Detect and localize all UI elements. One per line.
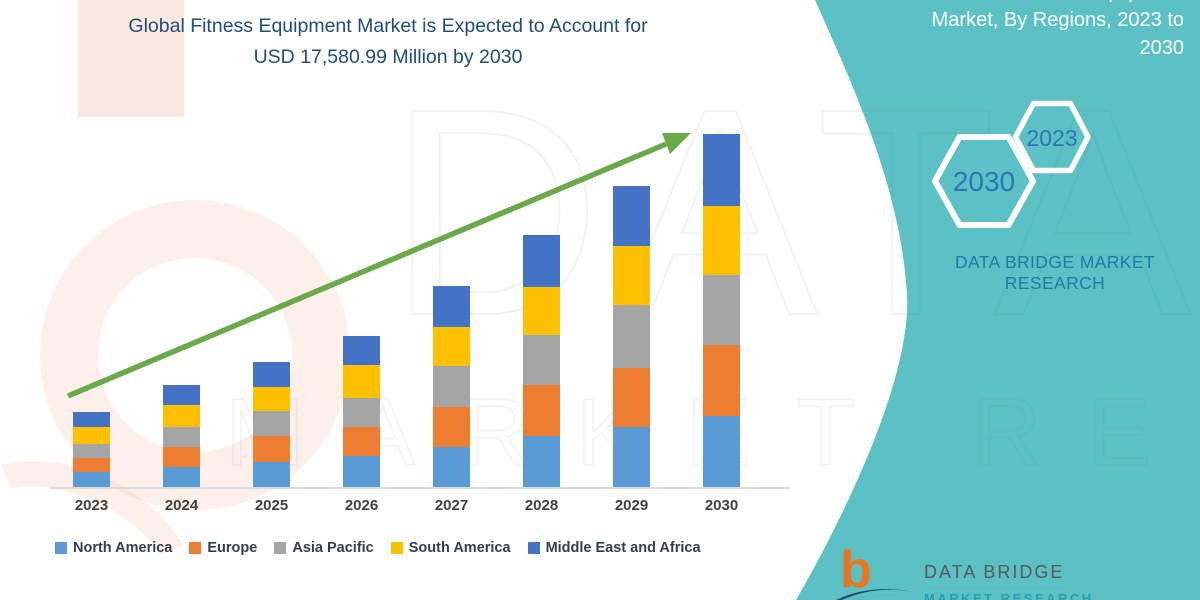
legend-item-south-america: South America [390, 540, 511, 556]
legend-swatch-icon [527, 542, 540, 554]
bar-segment-2027-europe [433, 407, 470, 447]
bar-segment-2024-south-america [163, 405, 200, 427]
bar-segment-2030-europe [703, 345, 740, 416]
x-axis-label-2026: 2026 [344, 497, 379, 514]
bar-segment-2027-asia-pacific [433, 366, 470, 407]
panel-header: Global Fitness Equipment Market, By Regi… [814, 0, 1184, 62]
chart-legend: North America Europe Asia Pacific South Ame… [55, 540, 701, 556]
panel-header-line2: 2030 [1139, 37, 1185, 59]
dbmr-b-logo-icon: b [840, 541, 872, 599]
hexagon-2023-icon [1012, 100, 1091, 174]
bar-segment-2024-north-america [163, 467, 200, 488]
footer-divider [924, 587, 1066, 589]
legend-label: Middle East and Africa [545, 540, 701, 556]
bar-segment-2030-middle-east-and-africa [703, 134, 740, 206]
dbmr-b-watermark-bar [78, 0, 184, 117]
legend-label: Asia Pacific [292, 540, 374, 556]
trend-arrow [66, 133, 691, 399]
panel-brand-line1: DATA BRIDGE MARKET [954, 252, 1156, 272]
x-axis-label-2028: 2028 [524, 497, 559, 514]
bar-segment-2027-middle-east-and-africa [433, 286, 470, 327]
bar-segment-2026-asia-pacific [343, 398, 380, 427]
bar-segment-2030-asia-pacific [703, 275, 740, 345]
bar-segment-2029-middle-east-and-africa [613, 186, 650, 246]
plot-area: 2023 2024 2025 2026 2027 2028 2029 2030 [73, 134, 740, 514]
footer-sub-brand: MARKET RESEARCH [924, 591, 1094, 600]
bar-segment-2024-middle-east-and-africa [163, 385, 200, 405]
legend-swatch-icon [189, 542, 202, 554]
x-axis-label-2029: 2029 [614, 497, 649, 514]
bar-segment-2028-europe [523, 385, 560, 436]
x-axis-label-2025: 2025 [254, 497, 289, 514]
legend-label: South America [408, 540, 511, 556]
legend-item-asia-pacific: Asia Pacific [274, 540, 374, 556]
logo-swoosh-icon [836, 588, 913, 600]
footer-brand-name: DATA BRIDGE [924, 562, 1065, 582]
chart-title: Global Fitness Equipment Market is Expec… [30, 11, 746, 73]
bar-segment-2023-north-america [73, 472, 110, 488]
hexagon-2030-label: 2030 [953, 166, 1015, 197]
bar-segment-2025-middle-east-and-africa [253, 362, 290, 387]
bar-segment-2030-north-america [703, 416, 740, 488]
bar-segment-2025-south-america [253, 387, 290, 411]
chart-title-line2: USD 17,580.99 Million by 2030 [253, 46, 523, 68]
legend-label: North America [73, 540, 173, 556]
x-axis-label-2023: 2023 [74, 497, 109, 514]
legend-swatch-icon [390, 542, 403, 554]
bar-segment-2028-south-america [523, 287, 560, 335]
x-axis-label-2024: 2024 [164, 497, 199, 514]
bar-segment-2025-north-america [253, 462, 290, 488]
bar-segment-2025-asia-pacific [253, 411, 290, 436]
trend-arrow-line [66, 141, 668, 399]
bar-segment-2026-middle-east-and-africa [343, 336, 380, 365]
bar-segment-2023-middle-east-and-africa [73, 412, 110, 427]
hexagon-2023-label: 2023 [1026, 125, 1077, 151]
legend-item-north-america: North America [55, 540, 172, 556]
bar-segment-2024-asia-pacific [163, 427, 200, 447]
bar-segment-2023-europe [73, 458, 110, 472]
bar-segment-2023-south-america [73, 427, 110, 444]
x-axis-label-2030: 2030 [704, 497, 739, 514]
bar-segment-2028-asia-pacific [523, 335, 560, 385]
bar-segment-2029-south-america [613, 246, 650, 305]
bar-segment-2026-south-america [343, 365, 380, 398]
footer-logo-mark: b [836, 541, 913, 600]
teal-panel-shape [796, 0, 1200, 600]
bar-segment-2029-asia-pacific [613, 305, 650, 368]
panel-header-clipped-line: Global Fitness Equipment [814, 0, 1184, 6]
trend-arrow-head [662, 133, 691, 154]
bar-segment-2030-south-america [703, 206, 740, 275]
legend-swatch-icon [55, 542, 67, 554]
legend-label: Europe [207, 540, 258, 556]
bar-segment-2029-europe [613, 368, 650, 427]
x-axis-line [50, 487, 790, 489]
footer-text: DATA BRIDGE MARKET RESEARCH [924, 552, 1094, 600]
footer-logo: b DATA BRIDGE MARKET RESEARCH [836, 541, 1094, 600]
bar-segment-2026-europe [343, 427, 380, 456]
panel-brand-line2: RESEARCH [1004, 273, 1106, 293]
bar-segment-2028-middle-east-and-africa [523, 235, 560, 287]
bar-segment-2025-europe [253, 436, 290, 462]
panel-brand-text: DATA BRIDGE MARKET RESEARCH [920, 252, 1190, 294]
chart-title-line1: Global Fitness Equipment Market is Expec… [128, 15, 648, 37]
legend-item-europe: Europe [189, 540, 257, 556]
legend-item-middle-east-and-africa: Middle East and Africa [527, 540, 701, 556]
bar-segment-2023-asia-pacific [73, 444, 110, 458]
bar-segment-2024-europe [163, 447, 200, 467]
x-axis-label-2027: 2027 [434, 497, 469, 514]
bar-segment-2029-north-america [613, 427, 650, 488]
bar-segment-2027-south-america [433, 327, 470, 366]
legend-swatch-icon [274, 542, 287, 554]
hexagon-2030-icon [932, 134, 1036, 228]
bar-segment-2028-north-america [523, 436, 560, 488]
bar-segment-2026-north-america [343, 456, 380, 488]
panel-header-line1: Market, By Regions, 2023 to [931, 9, 1184, 31]
bar-segment-2027-north-america [433, 447, 470, 488]
